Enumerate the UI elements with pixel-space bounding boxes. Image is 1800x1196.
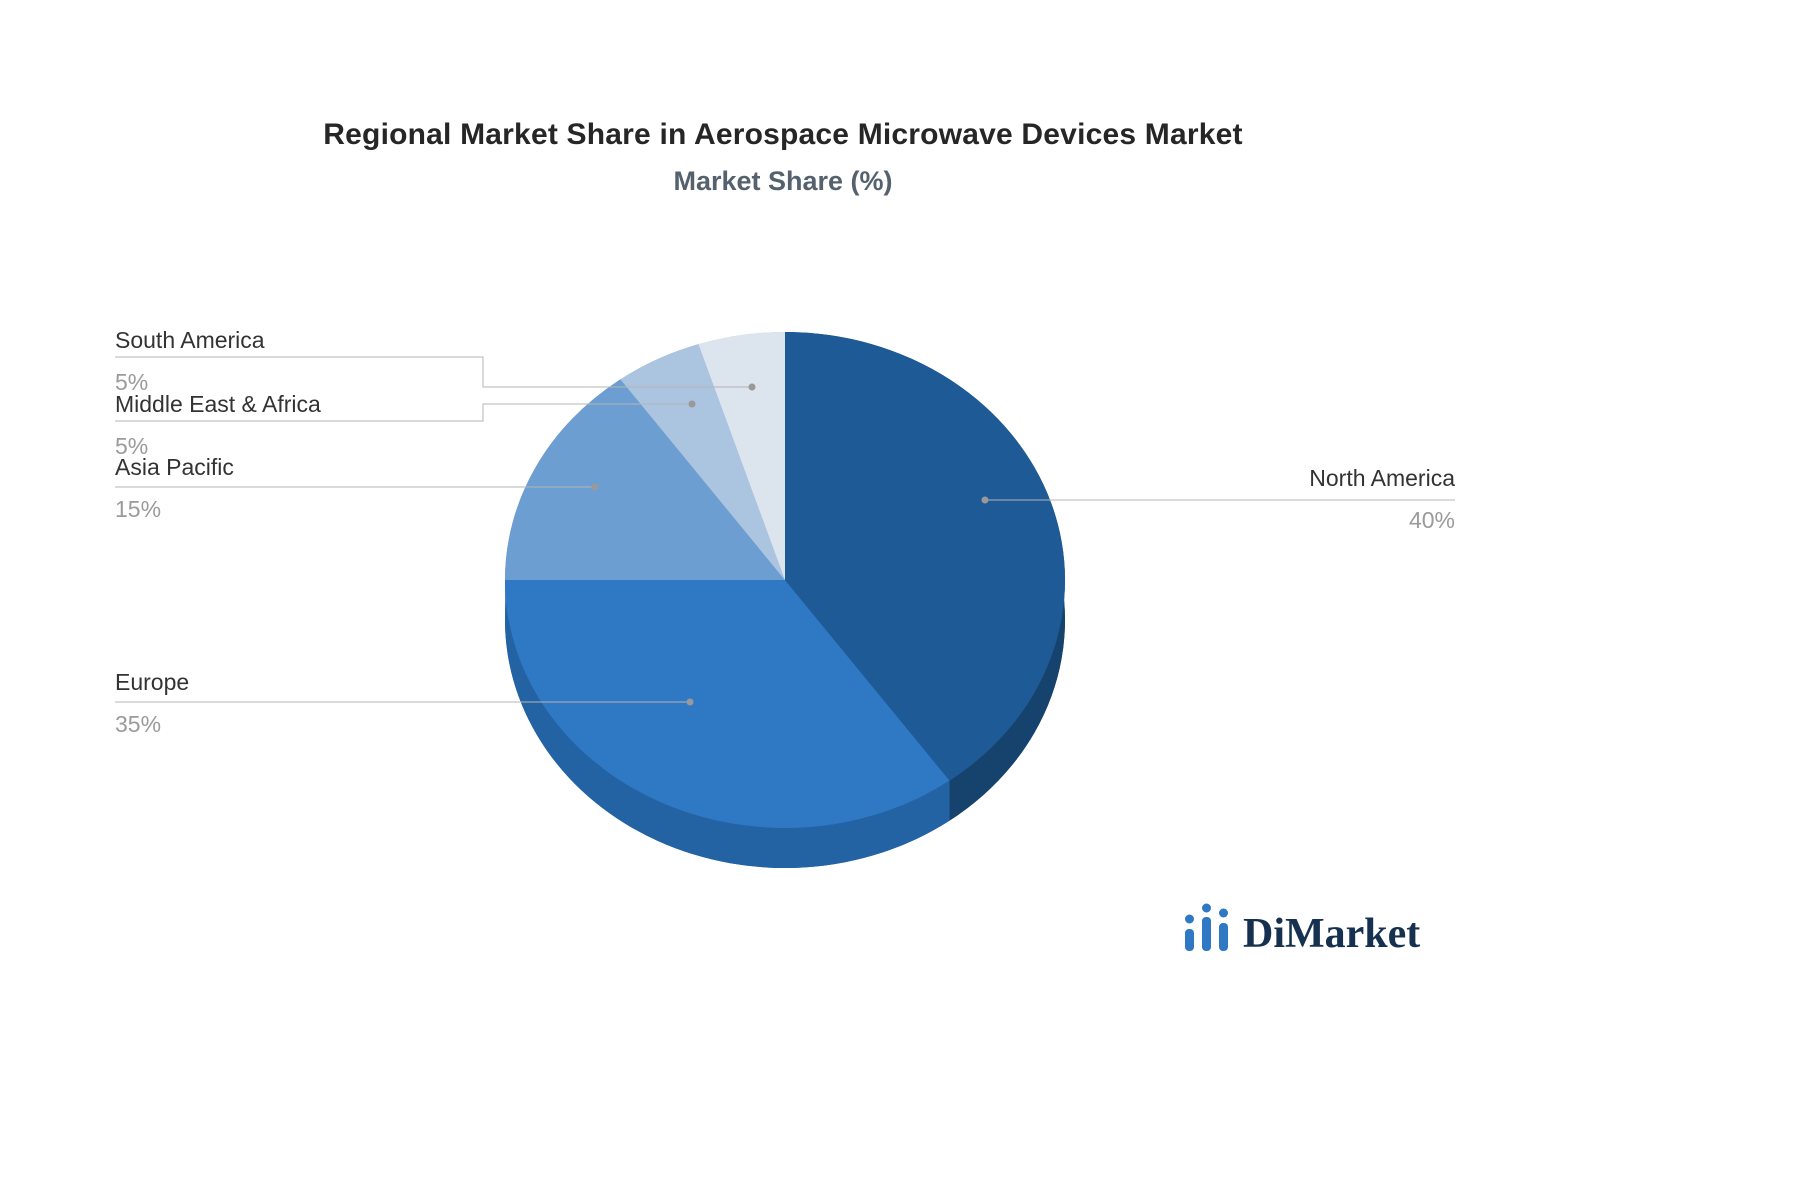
pie-slice-middle-east-africa[interactable] (620, 344, 785, 580)
slice-value: 5% (115, 433, 149, 459)
label-north-america: North America 40% (1309, 464, 1455, 534)
label-asia-pacific: Asia Pacific 15% (115, 453, 234, 523)
label-europe: Europe 35% (115, 668, 189, 738)
pie-slices[interactable] (505, 332, 1065, 868)
leader-line-south-america (115, 356, 752, 388)
leader-dot-middle-east-africa (688, 400, 696, 408)
leader-lines (115, 356, 1455, 706)
chart-subtitle: Market Share (%) (673, 166, 893, 196)
slice-value: 35% (115, 711, 162, 737)
slice-label: South America (115, 327, 265, 353)
slice-label: Asia Pacific (115, 454, 234, 480)
leader-line-middle-east-africa (115, 403, 692, 422)
brand-name: DiMarket (1243, 911, 1421, 957)
pie-slice-wall-1[interactable] (505, 580, 950, 868)
leader-dot-north-america (981, 496, 989, 504)
slice-value: 40% (1408, 507, 1455, 533)
leader-dot-europe (686, 698, 694, 706)
slice-value: 15% (115, 496, 162, 522)
bar-chart-logo-icon (1185, 903, 1228, 951)
brand-logo: DiMarket (1185, 903, 1420, 955)
pie-slice-asia-pacific[interactable] (505, 379, 785, 580)
leader-dot-south-america (748, 383, 756, 391)
slice-label: Middle East & Africa (115, 391, 321, 417)
leader-dot-asia-pacific (591, 483, 599, 491)
chart-title: Regional Market Share in Aerospace Micro… (323, 118, 1243, 151)
slice-label: Europe (115, 669, 190, 695)
pie-slice-north-america[interactable] (785, 332, 1065, 781)
label-middle-east-africa: Middle East & Africa 5% (115, 390, 321, 460)
slice-value: 5% (115, 369, 149, 395)
slice-label: North America (1309, 465, 1455, 491)
pie-slice-europe[interactable] (505, 580, 950, 828)
label-south-america: South America 5% (115, 326, 265, 396)
chart-header: Regional Market Share in Aerospace Micro… (0, 118, 1566, 197)
pie-slice-south-america[interactable] (698, 332, 785, 580)
